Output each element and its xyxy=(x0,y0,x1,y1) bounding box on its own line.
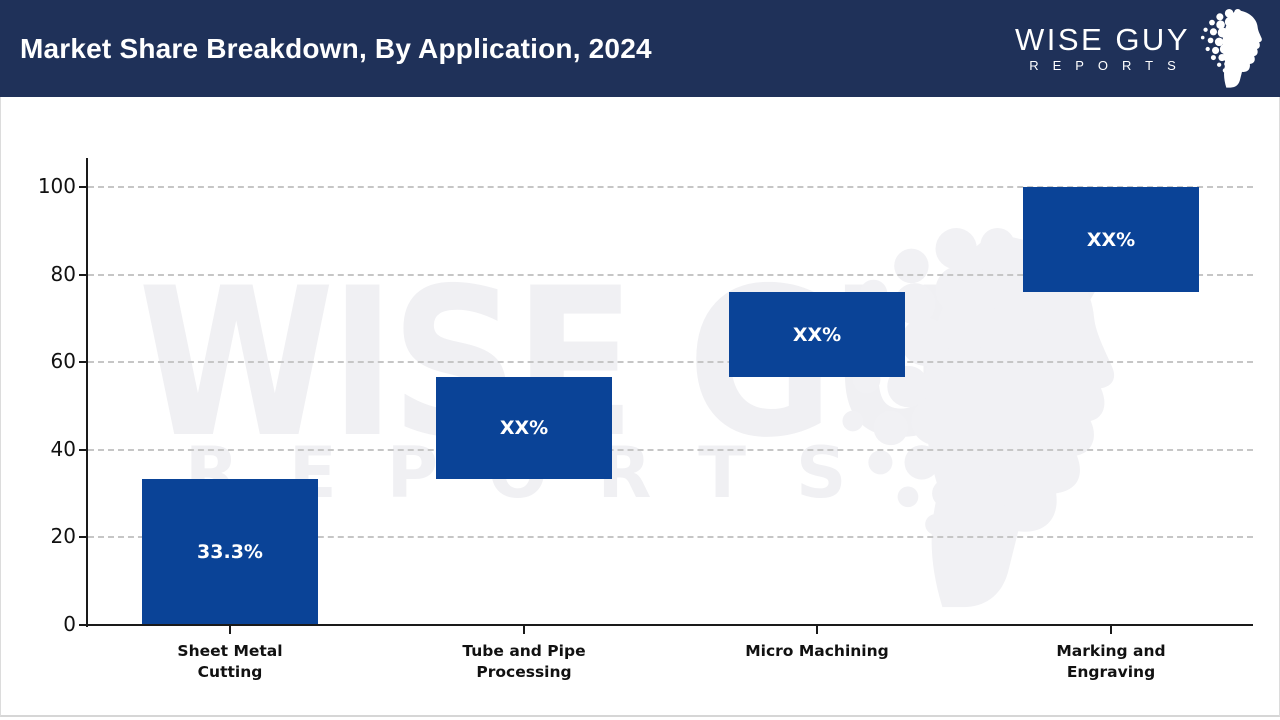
bar-value-label: XX% xyxy=(1086,228,1136,251)
logo-wordmark: WISE GUY xyxy=(1014,22,1190,57)
x-axis-label-line: Cutting xyxy=(197,663,263,681)
logo-head-icon xyxy=(1196,9,1268,89)
y-tick-mark xyxy=(79,273,88,276)
y-axis-spine xyxy=(86,158,88,627)
x-axis-label-line: Micro Machining xyxy=(745,642,889,660)
x-tick-mark xyxy=(816,626,818,634)
brand-logo: WISE GUY REPORTS xyxy=(1015,6,1268,92)
x-axis-label-line: Tube and Pipe xyxy=(462,642,586,660)
x-axis-label-line: Engraving xyxy=(1066,663,1156,681)
x-axis-label: Sheet Metal Cutting xyxy=(110,641,350,683)
logo-text-block: WISE GUY REPORTS xyxy=(1015,23,1190,75)
y-tick-label: 60 xyxy=(50,349,76,374)
x-tick-mark xyxy=(229,626,231,634)
y-tick-mark xyxy=(79,361,88,364)
x-axis-label-line: Processing xyxy=(476,663,572,681)
x-axis-label-line: Marking and xyxy=(1056,642,1166,660)
x-tick-mark xyxy=(523,626,525,634)
y-tick-mark xyxy=(79,448,88,451)
bar-value-label: 33.3% xyxy=(197,541,263,564)
bar-value-label: XX% xyxy=(792,323,842,346)
gridline xyxy=(88,536,1253,539)
bar-tube-and-pipe-processing: XX% xyxy=(436,377,612,480)
y-tick-mark xyxy=(79,186,88,188)
gridline xyxy=(88,186,1253,188)
bar-micro-machining: XX% xyxy=(729,292,905,378)
y-tick-mark xyxy=(79,624,88,626)
bar-marking-and-engraving: XX% xyxy=(1023,187,1199,293)
logo-subtext: REPORTS xyxy=(1029,58,1190,73)
y-tick-mark xyxy=(79,536,88,539)
x-axis-spine xyxy=(86,624,1253,626)
y-tick-label: 20 xyxy=(50,524,76,549)
gridline xyxy=(88,361,1253,364)
header-bar: Market Share Breakdown, By Application, … xyxy=(0,0,1280,97)
gridline xyxy=(88,448,1253,451)
x-tick-mark xyxy=(1110,626,1112,634)
x-axis-label-line: Sheet Metal xyxy=(177,642,283,660)
y-tick-label: 100 xyxy=(37,174,76,198)
page-title: Market Share Breakdown, By Application, … xyxy=(20,32,652,64)
gridline xyxy=(88,273,1253,276)
bar-value-label: XX% xyxy=(499,417,549,440)
bar-sheet-metal-cutting: 33.3% xyxy=(142,479,318,625)
x-axis-label: Micro Machining xyxy=(697,641,937,662)
y-tick-label: 0 xyxy=(63,612,76,636)
y-tick-label: 40 xyxy=(50,436,76,461)
y-tick-label: 80 xyxy=(50,261,76,286)
x-axis-label: Marking and Engraving xyxy=(991,641,1231,683)
x-axis-label: Tube and Pipe Processing xyxy=(404,641,644,683)
